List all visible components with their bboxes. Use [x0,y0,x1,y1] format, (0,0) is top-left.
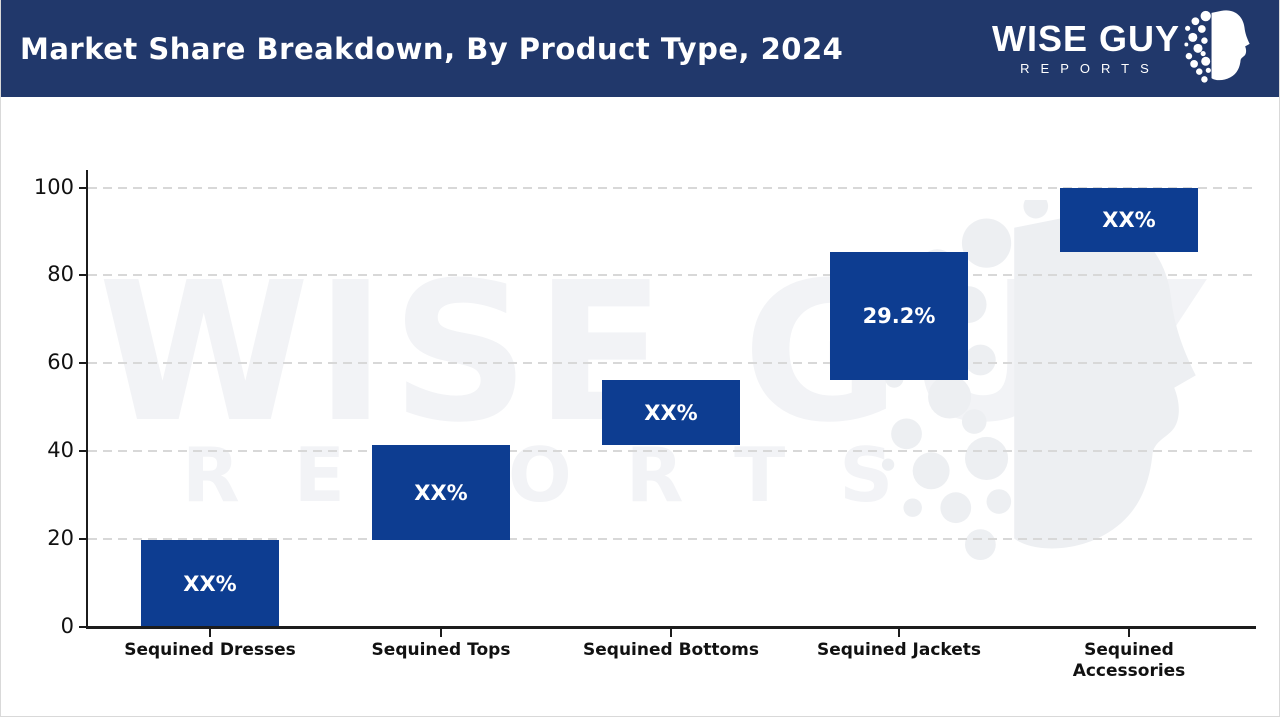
y-tick [79,362,87,365]
x-axis-line [86,626,1256,629]
gridline [88,274,1256,277]
y-tick-label: 100 [33,174,74,199]
logo-text: WISE GUY REPORTS [991,18,1180,77]
bar-sequined-jackets: 29.2% [830,252,968,381]
logo-head-icon [1184,9,1250,83]
gridline [88,538,1256,541]
bar-value-label: 29.2% [862,304,936,329]
bar-sequined-tops: XX% [372,444,510,541]
x-tick [209,629,211,637]
bar-value-label: XX% [1102,207,1156,232]
y-tick-label: 20 [47,526,74,551]
y-tick-label: 40 [47,438,74,463]
gridline [88,362,1256,365]
x-axis-label: Sequined Jackets [816,640,982,660]
x-axis-label: Sequined Tops [371,640,511,660]
logo-tagline: REPORTS [1020,61,1160,76]
y-tick [79,538,87,541]
x-axis-label: Sequined Accessories [1072,640,1186,681]
bar-sequined-accessories: XX% [1060,187,1198,253]
x-tick [440,629,442,637]
x-axis-label: Sequined Dresses [124,640,296,660]
watermark-tagline: REPORTS [182,431,948,519]
y-tick-label: 60 [47,350,74,375]
y-axis-line [86,170,88,628]
bar-value-label: XX% [183,571,237,596]
bar-value-label: XX% [644,400,698,425]
x-tick [670,629,672,637]
y-tick [79,626,87,628]
bar-value-label: XX% [414,480,468,505]
header: Market Share Breakdown, By Product Type,… [0,0,1280,97]
x-axis-label: Sequined Bottoms [583,640,759,660]
bar-sequined-bottoms: XX% [602,380,740,445]
chart-title: Market Share Breakdown, By Product Type,… [20,31,844,66]
bar-sequined-dresses: XX% [141,540,279,627]
y-tick-label: 0 [60,614,74,638]
y-tick [79,186,87,189]
gridline [88,186,1256,189]
y-tick [79,450,87,453]
x-tick [898,629,900,637]
y-tick [79,274,87,277]
gridline [88,450,1256,453]
y-tick-label: 80 [47,262,74,287]
wise-guy-logo: WISE GUY REPORTS [992,7,1254,91]
x-tick [1128,629,1130,637]
logo-name: WISE GUY [991,18,1180,59]
